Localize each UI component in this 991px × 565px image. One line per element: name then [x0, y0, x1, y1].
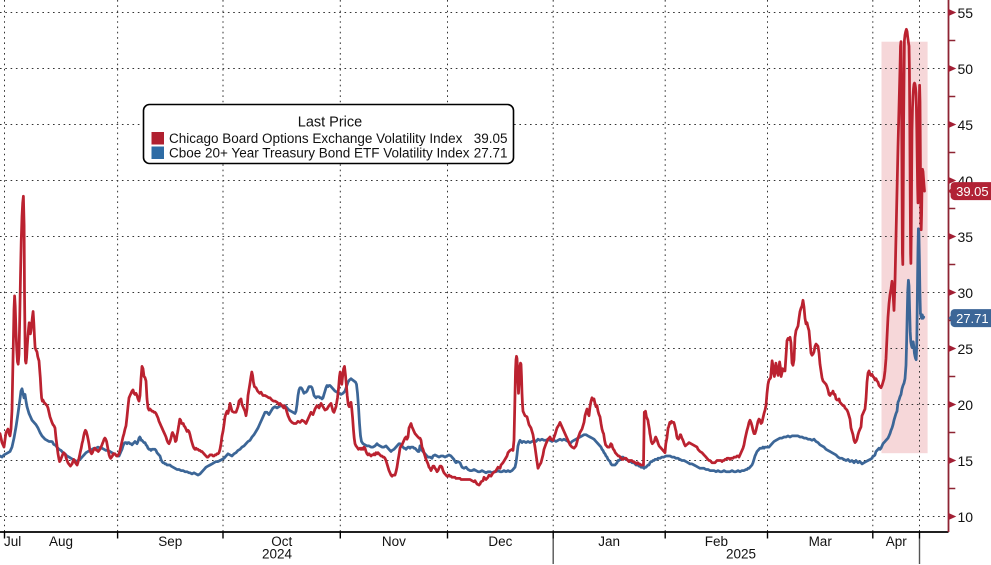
svg-text:Chicago Board Options Exchange: Chicago Board Options Exchange Volatilit… — [169, 131, 463, 146]
svg-text:Jan: Jan — [598, 534, 620, 549]
svg-text:39.05: 39.05 — [956, 184, 989, 199]
svg-text:Last Price: Last Price — [298, 115, 362, 131]
svg-text:27.71: 27.71 — [474, 146, 508, 161]
svg-text:Oct: Oct — [271, 534, 292, 549]
svg-text:39.05: 39.05 — [474, 131, 508, 146]
svg-text:Mar: Mar — [809, 534, 833, 549]
svg-text:27.71: 27.71 — [956, 311, 989, 326]
svg-text:35: 35 — [958, 229, 974, 245]
svg-text:25: 25 — [958, 341, 974, 357]
svg-text:Nov: Nov — [382, 534, 406, 549]
svg-text:55: 55 — [958, 5, 974, 21]
svg-text:30: 30 — [958, 285, 974, 301]
svg-text:10: 10 — [958, 509, 974, 525]
svg-text:Jul: Jul — [4, 534, 21, 549]
svg-text:15: 15 — [958, 453, 974, 469]
svg-text:Dec: Dec — [488, 534, 512, 549]
svg-text:45: 45 — [958, 117, 974, 133]
svg-text:Feb: Feb — [705, 534, 728, 549]
svg-text:Sep: Sep — [158, 534, 182, 549]
svg-text:Apr: Apr — [886, 534, 908, 549]
svg-text:2025: 2025 — [726, 547, 756, 562]
svg-text:Cboe 20+ Year Treasury Bond ET: Cboe 20+ Year Treasury Bond ETF Volatili… — [169, 146, 470, 161]
svg-text:2024: 2024 — [262, 547, 293, 562]
svg-text:20: 20 — [958, 397, 974, 413]
svg-text:Aug: Aug — [49, 534, 73, 549]
svg-text:50: 50 — [958, 61, 974, 77]
